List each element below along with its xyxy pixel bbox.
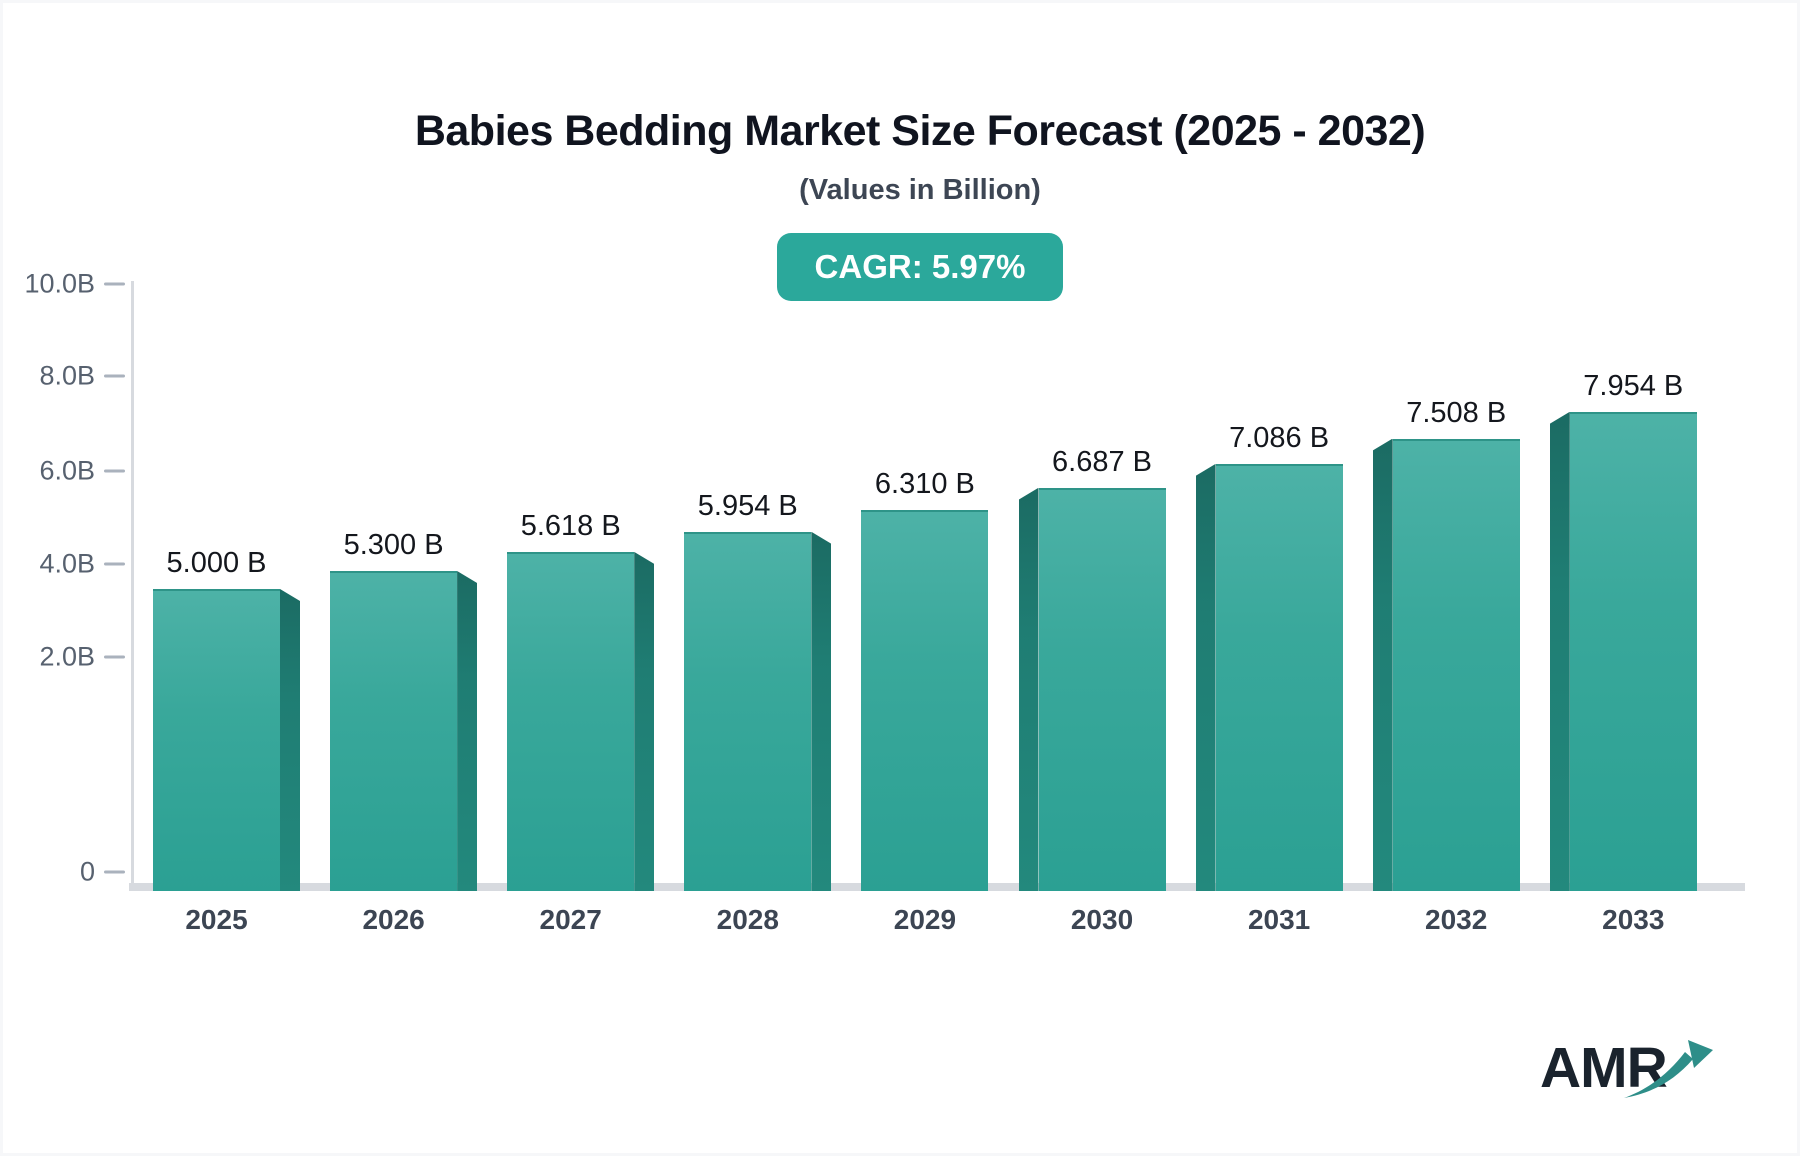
bar-2025 [153,589,280,891]
chart-title: Babies Bedding Market Size Forecast (202… [414,107,1426,155]
y-axis-tick-mark [104,870,125,874]
bar-side-2030 [1018,487,1039,891]
bar-value-label-2027: 5.618 B [520,509,621,542]
bar-2030 [1038,487,1166,891]
y-axis-tick-label: 4.0B [39,548,95,579]
chart-subtitle: (Values in Billion) [799,174,1041,206]
bar-2028 [684,531,812,891]
bar-2032 [1392,438,1520,891]
bar-value-label-2030: 6.687 B [1052,445,1152,478]
y-axis-tick-label: 6.0B [39,455,95,486]
bar-value-label-2026: 5.300 B [343,529,444,561]
y-axis-tick-label: 10.0B [24,268,95,299]
bar-side-2027 [634,551,655,891]
x-axis-label-2028: 2028 [716,904,779,935]
chart-header: Babies Bedding Market Size Forecast (202… [43,107,1797,301]
x-axis-label-2026: 2026 [362,904,425,935]
y-axis-tick-label: 2.0B [39,641,95,672]
bar-side-2025 [280,589,300,891]
bar-side-2028 [811,531,832,891]
y-axis-tick-mark [104,374,125,378]
bar-side-2032 [1372,438,1393,891]
x-axis-label-2025: 2025 [185,904,248,935]
bar-2031 [1215,463,1343,891]
bar-value-label-2029: 6.310 B [874,468,975,501]
x-axis-label-2029: 2029 [893,904,957,935]
bar-value-label-2033: 7.954 B [1583,369,1684,402]
bar-2027 [507,551,635,891]
y-axis-tick-mark [104,562,125,566]
y-axis-tick-mark [104,469,125,473]
bar-2026 [330,571,458,891]
bar-value-label-2032: 7.508 B [1406,396,1507,429]
trend-arrow-icon [1624,1040,1713,1098]
bar-2029 [861,510,989,891]
bar-value-label-2025: 5.000 B [166,547,267,579]
y-axis-tick-label: 0 [79,856,95,887]
x-axis-label-2030: 2030 [1070,904,1134,935]
bar-value-label-2031: 7.086 B [1229,421,1330,454]
x-axis-label-2032: 2032 [1425,904,1488,935]
bar-side-2033 [1549,411,1570,891]
x-axis-label-2027: 2027 [539,904,602,935]
y-axis-line [131,281,134,891]
bar-2033 [1569,411,1697,891]
x-axis-label-2033: 2033 [1602,904,1665,935]
x-axis-label-2031: 2031 [1247,904,1311,935]
bar-value-label-2028: 5.954 B [697,489,798,522]
y-axis-tick-label: 8.0B [39,360,95,391]
bar-side-2031 [1195,463,1216,891]
bar-side-2026 [457,571,478,891]
amr-logo: AMR [1540,1035,1720,1115]
y-axis-tick-mark [104,655,125,659]
y-axis-tick-mark [104,282,125,286]
chart-canvas: Babies Bedding Market Size Forecast (202… [3,3,1797,1153]
cagr-badge: CAGR: 5.97% [776,233,1064,301]
